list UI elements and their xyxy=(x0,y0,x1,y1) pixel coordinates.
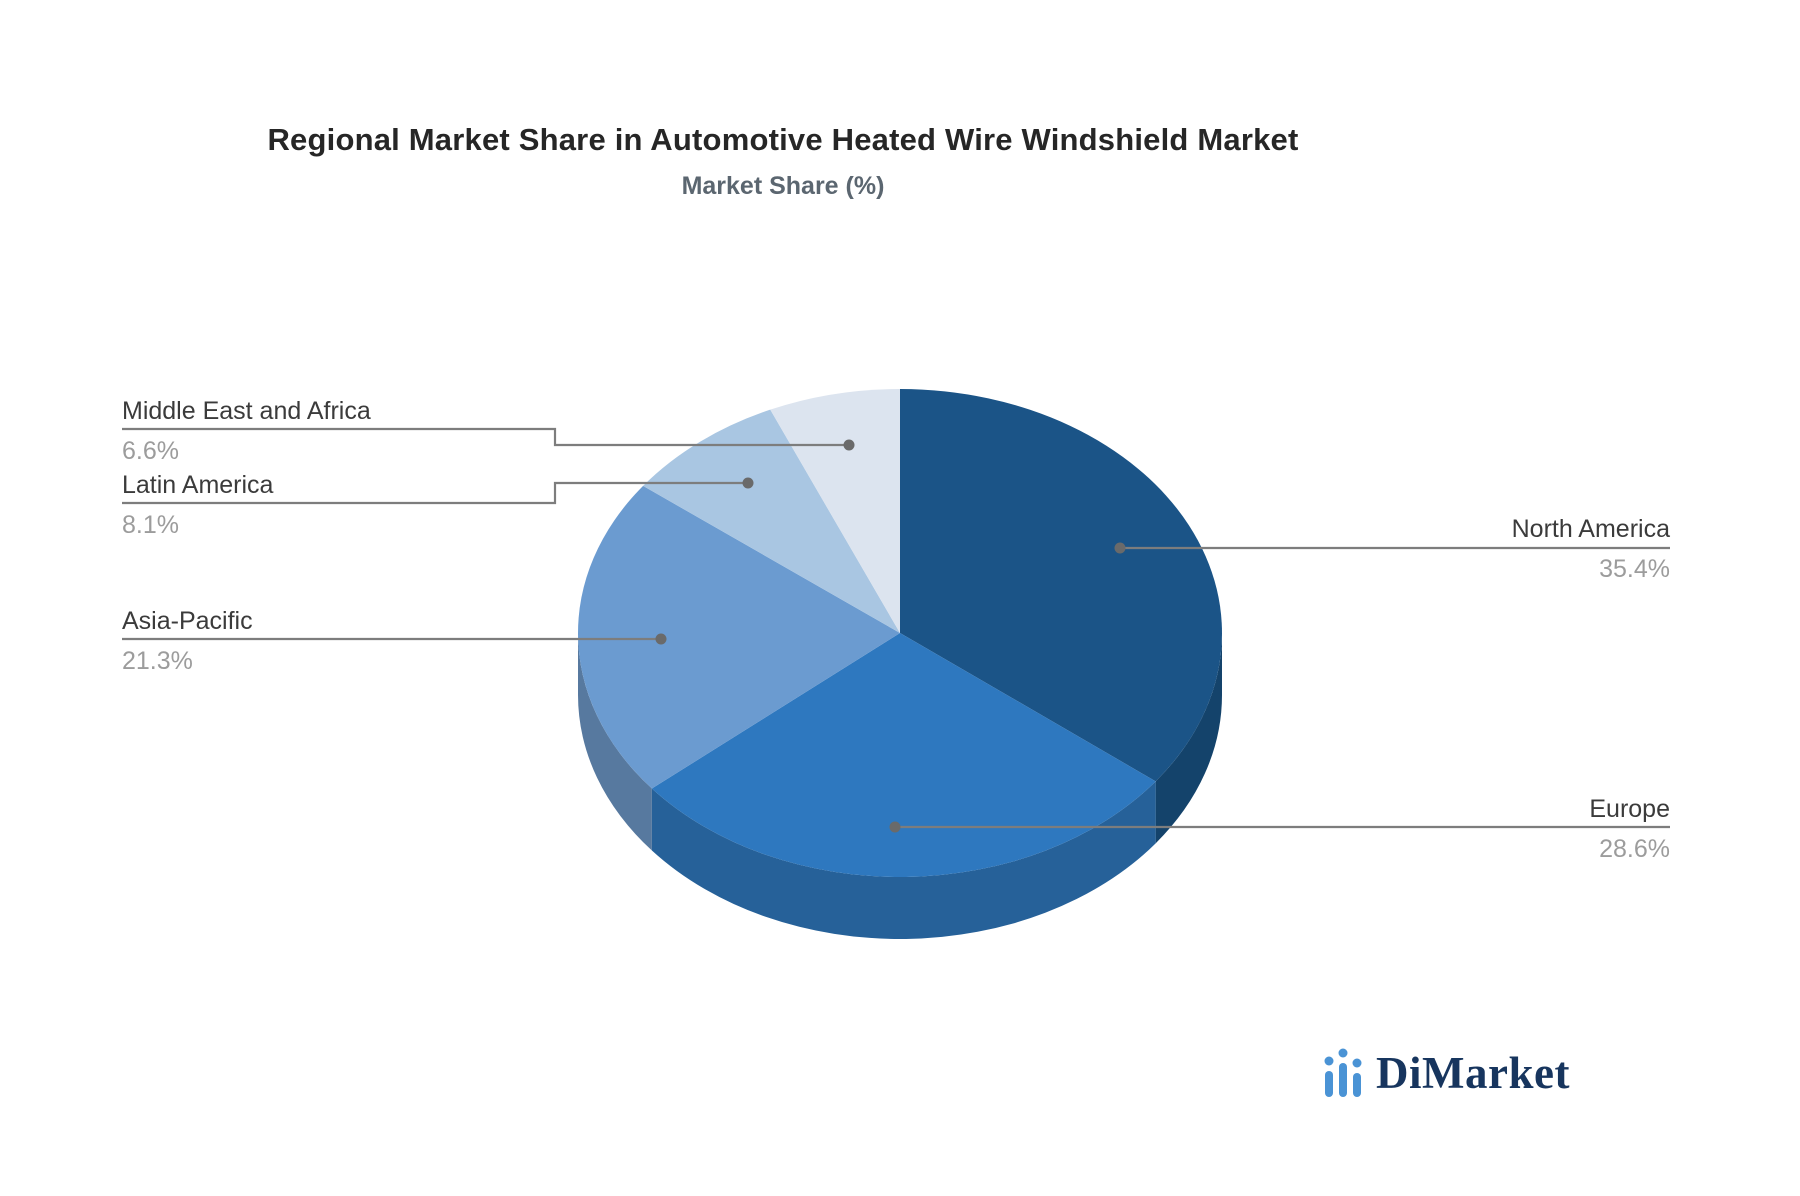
slice-label-percent: 8.1% xyxy=(122,511,179,539)
slice-label-asia-pacific: Asia-Pacific 21.3% xyxy=(122,606,253,676)
pie-slice-side-north-america xyxy=(1155,633,1222,844)
chart-title-text: Regional Market Share in Automotive Heat… xyxy=(267,122,1299,157)
pie-slice-asia-pacific[interactable] xyxy=(578,485,900,789)
slice-label-north-america: North America 35.4% xyxy=(1512,514,1670,584)
leader-dot-latin-america xyxy=(742,477,754,489)
pie-slice-north-america[interactable] xyxy=(900,389,1222,782)
slice-label-name: North America xyxy=(1511,515,1670,543)
pie-slice-side-europe xyxy=(651,781,1156,939)
slice-label-name: Middle East and Africa xyxy=(122,397,371,425)
slice-label-middle-east-and-africa: Middle East and Africa 6.6% xyxy=(122,396,371,466)
chart-subtitle: Market Share (%) xyxy=(0,172,1566,201)
slice-label-name: Asia-Pacific xyxy=(122,607,253,635)
leader-dot-europe xyxy=(889,821,901,833)
slice-label-percent: 21.3% xyxy=(122,647,193,675)
slice-label-name: Latin America xyxy=(122,471,274,499)
leader-line-latin-america xyxy=(122,481,748,505)
pie-slice-europe[interactable] xyxy=(651,633,1156,877)
slice-label-percent: 35.4% xyxy=(1599,555,1670,583)
pie-slice-side-asia-pacific xyxy=(578,633,652,851)
slice-label-name: Europe xyxy=(1589,795,1670,823)
pie-slice-middle-east-and-africa[interactable] xyxy=(770,389,900,633)
pie-slice-latin-america[interactable] xyxy=(643,409,900,633)
leader-dot-north-america xyxy=(1114,542,1126,554)
slice-label-percent: 28.6% xyxy=(1599,835,1670,863)
slice-label-latin-america: Latin America 8.1% xyxy=(122,470,273,540)
dimarket-logo-text: DiMarket xyxy=(1376,1048,1570,1098)
chart-subtitle-text: Market Share (%) xyxy=(681,172,885,200)
leader-dot-middle-east-and-africa xyxy=(843,439,855,451)
leader-line-middle-east-and-africa xyxy=(122,427,849,447)
slice-label-europe: Europe 28.6% xyxy=(1589,794,1670,864)
page-title: Regional Market Share in Automotive Heat… xyxy=(0,122,1566,158)
dimarket-logo: DiMarket xyxy=(1322,1046,1570,1100)
slice-label-percent: 6.6% xyxy=(122,437,179,465)
bar-chart-logo-icon xyxy=(1324,1048,1362,1097)
leader-dot-asia-pacific xyxy=(655,633,667,645)
